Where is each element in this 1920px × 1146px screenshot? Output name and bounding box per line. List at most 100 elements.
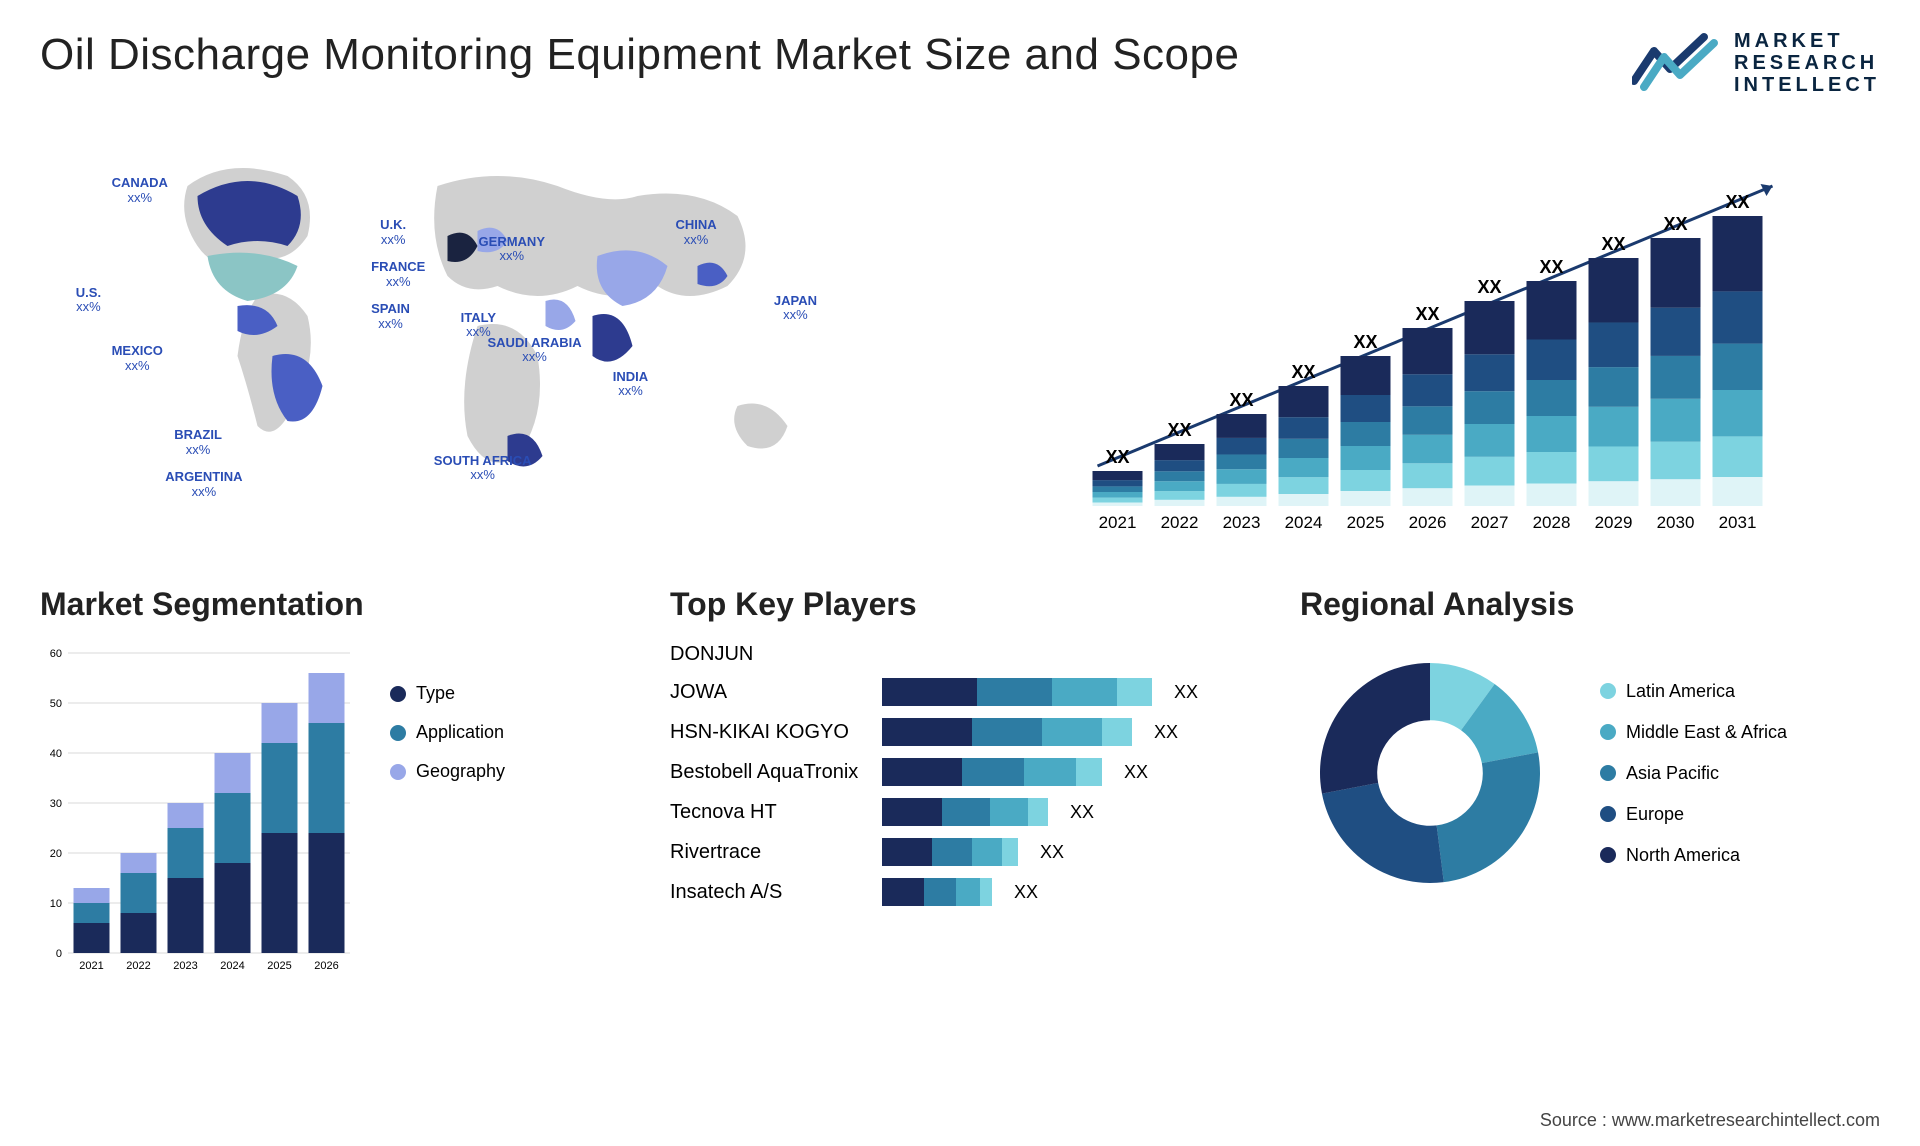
regional-donut: [1300, 643, 1560, 903]
player-bar-segment: [932, 838, 972, 866]
growth-bar-segment: [1713, 216, 1763, 291]
seg-bar-segment: [309, 673, 345, 723]
growth-bar-segment: [1589, 446, 1639, 481]
player-bar: [882, 798, 1048, 826]
growth-bar-segment: [1403, 435, 1453, 463]
growth-bar-segment: [1155, 481, 1205, 491]
growth-bar-segment: [1155, 444, 1205, 460]
legend-item: Asia Pacific: [1600, 763, 1787, 784]
growth-bar-segment: [1341, 356, 1391, 395]
player-bar-segment: [990, 798, 1028, 826]
map-label: MEXICOxx%: [112, 344, 163, 373]
legend-dot: [1600, 847, 1616, 863]
player-bar-segment: [1052, 678, 1117, 706]
growth-bar-segment: [1093, 503, 1143, 507]
legend-label: Application: [416, 722, 504, 743]
player-bar-segment: [882, 798, 942, 826]
player-name: DONJUN: [670, 643, 870, 666]
map-label: SOUTH AFRICAxx%: [434, 454, 532, 483]
seg-bar-segment: [215, 753, 251, 793]
growth-year-label: 2022: [1161, 513, 1199, 532]
legend-item: Europe: [1600, 804, 1787, 825]
seg-bar-segment: [262, 833, 298, 953]
legend-item: Geography: [390, 761, 505, 782]
growth-bar-segment: [1403, 406, 1453, 434]
player-value: XX: [1014, 882, 1038, 903]
growth-year-label: 2023: [1223, 513, 1261, 532]
segmentation-chart: 0102030405060202120222023202420252026: [40, 643, 360, 983]
growth-bar-segment: [1155, 460, 1205, 471]
svg-text:30: 30: [50, 798, 62, 810]
growth-bar-segment: [1465, 486, 1515, 507]
player-row: HSN-KIKAI KOGYOXX: [670, 718, 1250, 746]
growth-bar-segment: [1713, 390, 1763, 436]
growth-bar-label: XX: [1229, 390, 1253, 410]
legend-dot: [1600, 765, 1616, 781]
growth-bar-segment: [1093, 480, 1143, 486]
legend-dot: [390, 764, 406, 780]
svg-text:2021: 2021: [79, 960, 103, 972]
player-bar-segment: [962, 758, 1024, 786]
growth-bar-segment: [1589, 322, 1639, 367]
logo-line2: RESEARCH: [1734, 52, 1880, 74]
players-list: DONJUN JOWAXX HSN-KIKAI KOGYOXX Bestobell A…: [670, 643, 1250, 906]
growth-bar-segment: [1093, 471, 1143, 480]
svg-text:2024: 2024: [220, 960, 244, 972]
growth-year-label: 2024: [1285, 513, 1323, 532]
player-bar-segment: [924, 878, 956, 906]
growth-bar-label: XX: [1477, 277, 1501, 297]
seg-bar-segment: [215, 863, 251, 953]
growth-year-label: 2025: [1347, 513, 1385, 532]
logo-line1: MARKET: [1734, 30, 1880, 52]
logo-text: MARKET RESEARCH INTELLECT: [1734, 30, 1880, 96]
player-bar-segment: [942, 798, 990, 826]
growth-bar-segment: [1651, 442, 1701, 480]
svg-text:50: 50: [50, 698, 62, 710]
player-bar: [882, 718, 1132, 746]
growth-bar-segment: [1341, 446, 1391, 470]
growth-bar-segment: [1217, 454, 1267, 469]
legend-item: Middle East & Africa: [1600, 722, 1787, 743]
player-bar-segment: [1042, 718, 1102, 746]
growth-bar-segment: [1713, 436, 1763, 477]
growth-bar-segment: [1279, 494, 1329, 506]
growth-bar-label: XX: [1539, 257, 1563, 277]
seg-bar-segment: [262, 743, 298, 833]
player-row: JOWAXX: [670, 678, 1250, 706]
player-name: Insatech A/S: [670, 881, 870, 904]
growth-bar-segment: [1651, 479, 1701, 506]
regional-legend: Latin AmericaMiddle East & AfricaAsia Pa…: [1600, 681, 1787, 866]
segmentation-legend: TypeApplicationGeography: [390, 643, 505, 983]
map-label: U.S.xx%: [76, 286, 101, 315]
seg-bar-segment: [262, 703, 298, 743]
growth-bar-label: XX: [1353, 332, 1377, 352]
growth-bar-segment: [1217, 414, 1267, 438]
growth-bar-segment: [1589, 367, 1639, 407]
player-bar-segment: [1102, 718, 1132, 746]
seg-bar-segment: [168, 878, 204, 953]
growth-bar-segment: [1403, 374, 1453, 406]
growth-bar-segment: [1465, 424, 1515, 457]
seg-bar-segment: [215, 793, 251, 863]
svg-text:0: 0: [56, 948, 62, 960]
player-value: XX: [1174, 682, 1198, 703]
growth-year-label: 2031: [1719, 513, 1757, 532]
legend-label: North America: [1626, 845, 1740, 866]
growth-year-label: 2029: [1595, 513, 1633, 532]
player-bar: [882, 838, 1018, 866]
player-bar-segment: [882, 878, 924, 906]
player-bar-segment: [1028, 798, 1048, 826]
growth-bar-segment: [1279, 386, 1329, 417]
player-bar-segment: [956, 878, 980, 906]
legend-dot: [390, 725, 406, 741]
map-label: SPAINxx%: [371, 302, 410, 331]
growth-bar-label: XX: [1601, 234, 1625, 254]
segmentation-title: Market Segmentation: [40, 586, 620, 623]
growth-bar-segment: [1713, 344, 1763, 390]
growth-bar-segment: [1527, 452, 1577, 484]
player-name: Bestobell AquaTronix: [670, 761, 870, 784]
growth-bar-label: XX: [1167, 420, 1191, 440]
player-bar-segment: [882, 678, 977, 706]
player-bar-segment: [1117, 678, 1152, 706]
growth-bar-segment: [1465, 354, 1515, 391]
